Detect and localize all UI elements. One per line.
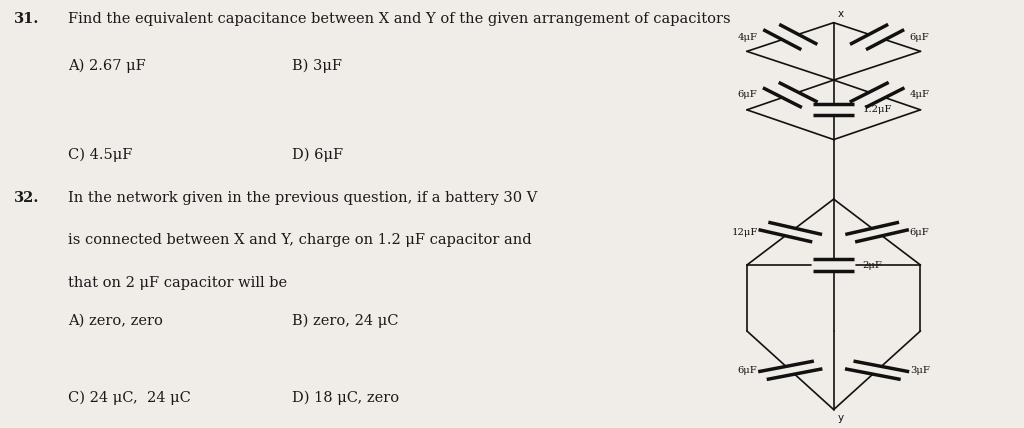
Text: B) 3μF: B) 3μF [293,59,342,73]
Text: 6μF: 6μF [909,228,930,237]
Text: 1.2μF: 1.2μF [862,105,892,114]
Text: 31.: 31. [13,12,39,26]
Text: 32.: 32. [13,190,39,205]
Text: y: y [838,413,844,423]
Text: D) 18 μC, zero: D) 18 μC, zero [293,390,399,405]
Text: C) 4.5μF: C) 4.5μF [68,148,132,163]
Text: 12μF: 12μF [731,228,758,237]
Text: 4μF: 4μF [737,33,758,42]
Text: 4μF: 4μF [909,90,930,99]
Text: D) 6μF: D) 6μF [293,148,344,163]
Text: Find the equivalent capacitance between X and Y of the given arrangement of capa: Find the equivalent capacitance between … [68,12,730,26]
Text: 6μF: 6μF [738,366,758,375]
Text: 3μF: 3μF [909,366,930,375]
Text: that on 2 μF capacitor will be: that on 2 μF capacitor will be [68,276,287,290]
Text: B) zero, 24 μC: B) zero, 24 μC [293,314,399,328]
Text: x: x [838,9,844,19]
Text: C) 24 μC,  24 μC: C) 24 μC, 24 μC [68,390,190,405]
Text: 6μF: 6μF [909,33,930,42]
Text: 2μF: 2μF [862,261,882,270]
Text: A) zero, zero: A) zero, zero [68,314,163,328]
Text: is connected between X and Y, charge on 1.2 μF capacitor and: is connected between X and Y, charge on … [68,233,531,247]
Text: In the network given in the previous question, if a battery 30 V: In the network given in the previous que… [68,190,538,205]
Text: 6μF: 6μF [738,90,758,99]
Text: A) 2.67 μF: A) 2.67 μF [68,59,145,73]
